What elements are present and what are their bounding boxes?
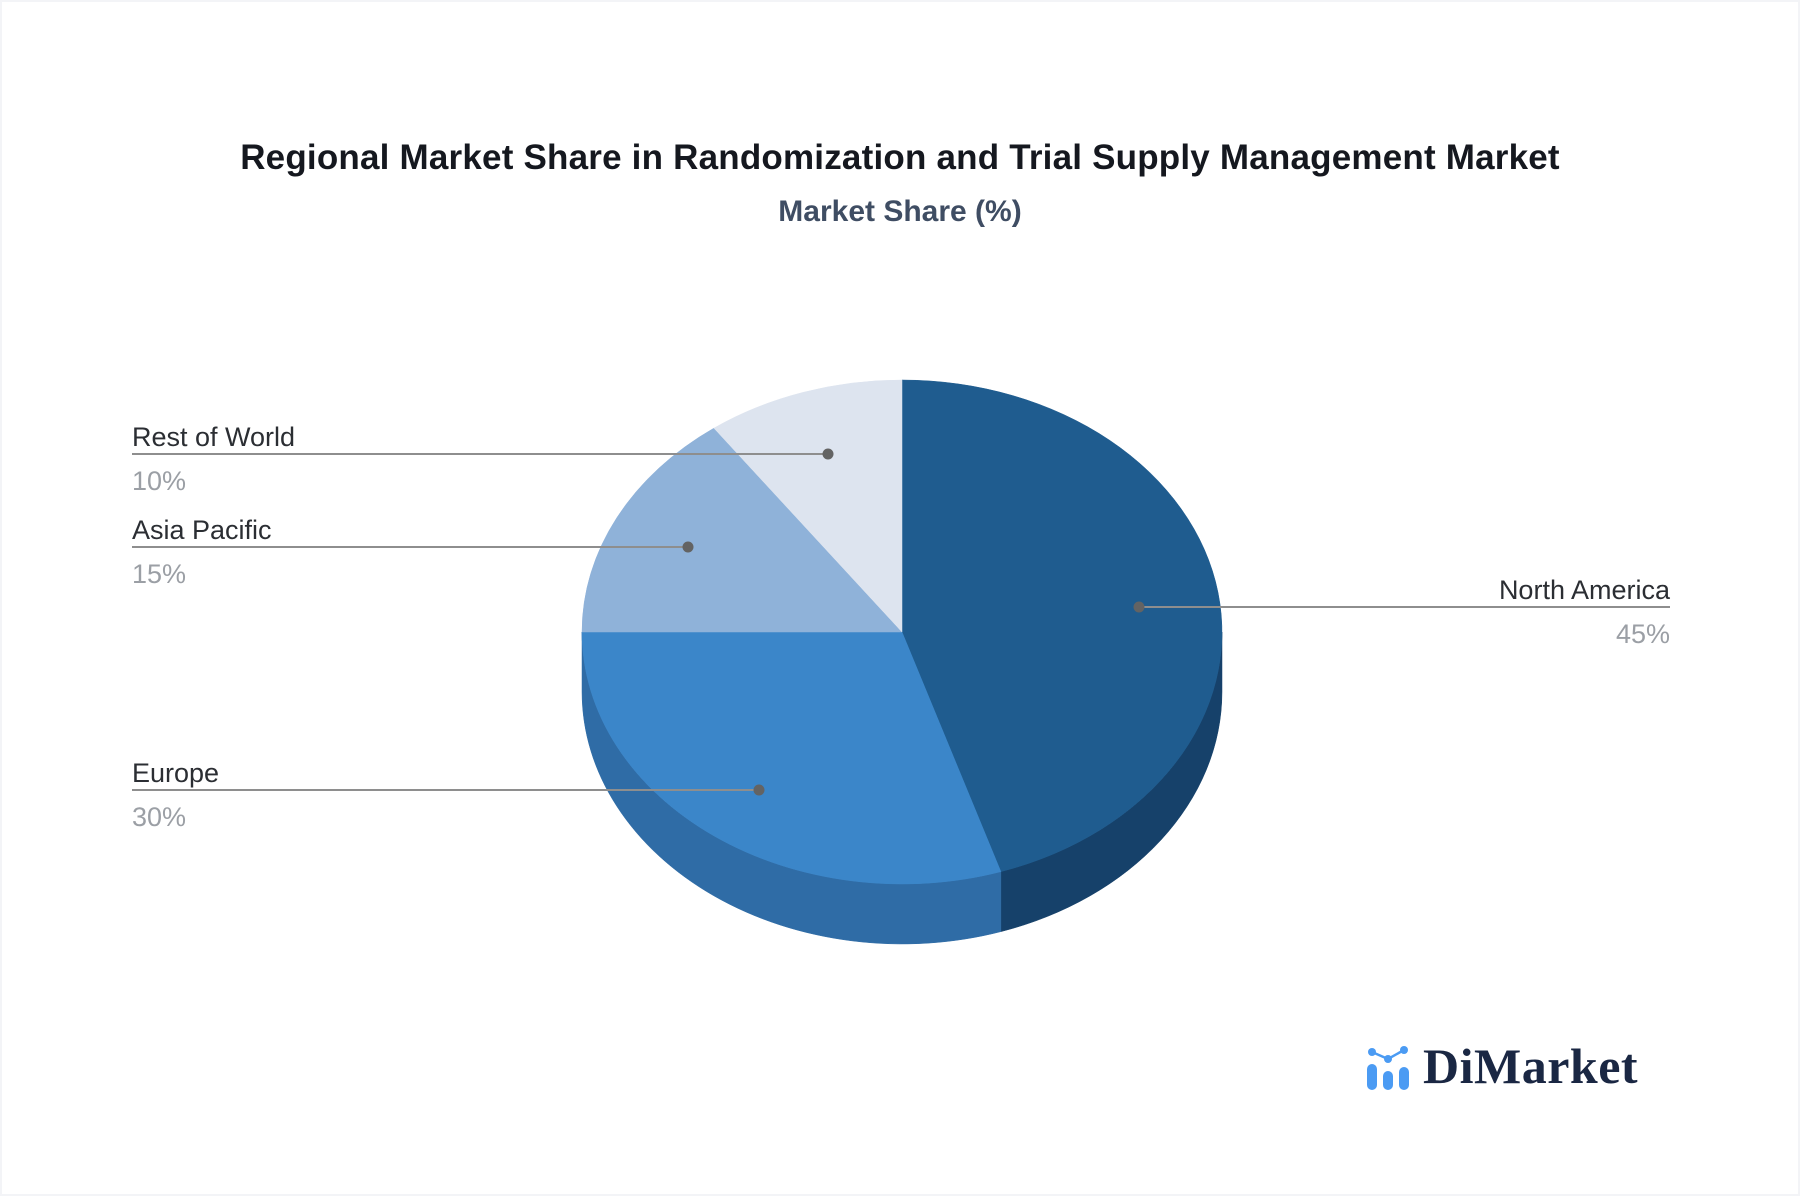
chart-subtitle: Market Share (%) — [778, 195, 1022, 228]
leader-dot-north-america — [1133, 601, 1145, 613]
chart-title: Regional Market Share in Randomization a… — [240, 138, 1560, 177]
callout-europe: Europe 30% — [132, 758, 692, 832]
slice-percent-asia-pacific: 15% — [132, 559, 187, 589]
slice-percent-europe: 30% — [132, 802, 187, 832]
slice-label-rest-of-world: Rest of World — [132, 422, 296, 452]
pie-slice-north-america — [901, 379, 1223, 872]
leader-dot-asia-pacific — [682, 541, 694, 553]
callout-north-america: North America 45% — [1110, 575, 1670, 649]
pie-slice-asia-pacific — [581, 427, 903, 633]
bar-chart-icon — [1367, 1046, 1409, 1090]
slice-label-asia-pacific: Asia Pacific — [132, 515, 272, 545]
callout-rest-of-world: Rest of World 10% — [132, 422, 692, 496]
pie-slice-europe — [581, 631, 1002, 885]
logo-text: DiMarket — [1423, 1038, 1639, 1094]
slice-label-north-america: North America — [1498, 575, 1670, 605]
dimarket-logo: DiMarket — [1366, 1038, 1639, 1094]
slice-percent-rest-of-world: 10% — [132, 466, 187, 496]
slice-label-europe: Europe — [132, 758, 220, 788]
callout-asia-pacific: Asia Pacific 15% — [132, 515, 692, 589]
pie-slice-rest-of-world — [713, 379, 903, 633]
leader-dot-europe — [753, 784, 765, 796]
leader-dot-rest-of-world — [822, 448, 834, 460]
slice-percent-north-america: 45% — [1615, 619, 1670, 649]
